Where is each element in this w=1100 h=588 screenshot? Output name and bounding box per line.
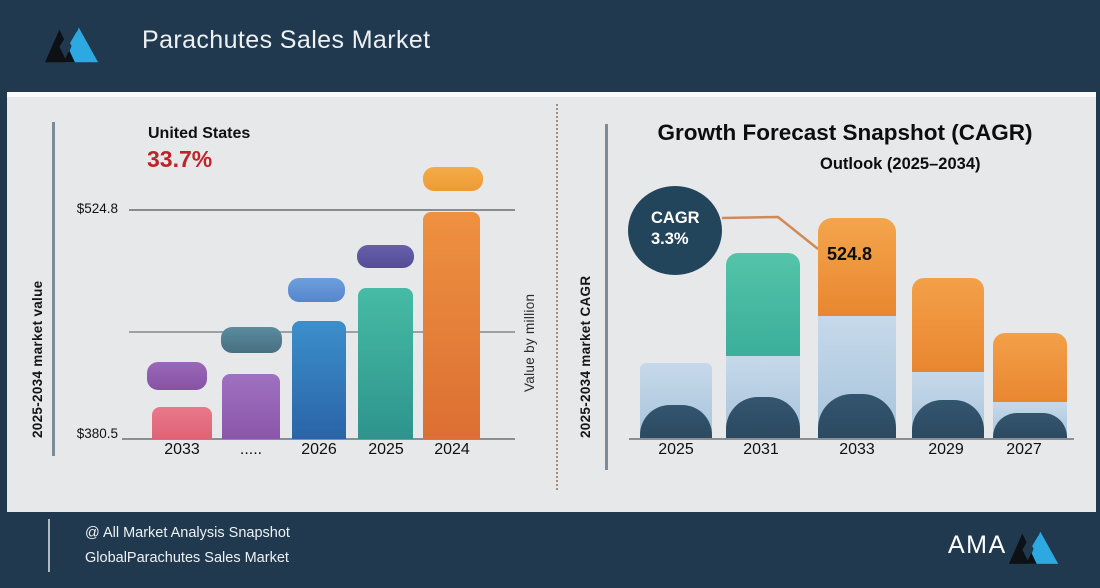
right-chart-title: Growth Forecast Snapshot (CAGR) [657, 120, 1033, 145]
right-x-label: 2031 [743, 441, 779, 458]
right-bar-2025-navy [640, 405, 712, 439]
left-bar-2033-cap [147, 362, 207, 390]
left-chart-baseline [122, 438, 515, 440]
left-x-label: 2033 [164, 441, 200, 458]
left-chart-tick-bottom: $380.5 [76, 426, 118, 441]
right-bar-2033-navy [818, 394, 896, 439]
right-chart-baseline [629, 438, 1074, 440]
right-x-label: 2025 [658, 441, 694, 458]
value-by-million-label: Value by million [522, 293, 537, 392]
left-chart-y-axis-label: 2025-2034 market value [30, 280, 45, 438]
left-x-label: 2026 [301, 441, 337, 458]
left-x-label: 2025 [368, 441, 404, 458]
left-bar-dots [222, 374, 280, 439]
cagr-value: 3.3% [651, 230, 689, 248]
left-bar-dots-cap [221, 327, 282, 353]
left-bar-2026 [292, 321, 346, 439]
left-bar-2033 [152, 407, 212, 439]
cagr-callout-circle: CAGR 3.3% [628, 186, 722, 275]
bar-value-524-8: 524.8 [827, 244, 873, 264]
left-bar-2026-cap [288, 278, 345, 302]
footer-brand-text: AMA [948, 531, 1007, 559]
ama-logo-icon [44, 27, 99, 63]
left-bar-2024 [423, 212, 480, 439]
right-bar-2033-orange [818, 218, 896, 318]
left-bar-2024-cap [423, 167, 483, 191]
footer-snapshot-text: @ All Market Analysis Snapshot [85, 525, 290, 541]
left-chart-gridline-top [129, 209, 515, 211]
page-title: Parachutes Sales Market [142, 26, 431, 54]
left-x-label: ..... [239, 441, 263, 458]
panel-divider-dotted-line [556, 104, 558, 490]
left-bar-2025-cap [357, 245, 414, 268]
callout-connector-line [721, 215, 819, 250]
footer-separator-line [48, 519, 50, 572]
left-x-label: 2024 [434, 441, 470, 458]
right-bar-2027-orange [993, 333, 1067, 404]
left-chart-y-axis-line [52, 122, 55, 456]
right-bar-2031-navy [726, 397, 800, 439]
right-bar-2031-teal [726, 253, 800, 357]
right-chart-y-axis-line [605, 124, 608, 470]
left-chart-country-label: United States [148, 125, 251, 142]
footer-market-text: GlobalParachutes Sales Market [85, 550, 289, 566]
right-x-label: 2027 [1006, 441, 1042, 458]
left-bar-2025 [358, 288, 413, 439]
cagr-label: CAGR [651, 209, 700, 227]
right-bar-2029-navy [912, 400, 984, 439]
right-bar-2027-navy [993, 413, 1067, 439]
ama-logo-footer-icon [1008, 531, 1059, 564]
right-chart-y-axis-label: 2025-2034 market CAGR [578, 275, 593, 438]
right-chart-subtitle: Outlook (2025–2034) [820, 155, 981, 173]
right-bar-2029-orange [912, 278, 984, 374]
left-chart-percent-value: 33.7% [147, 146, 213, 172]
right-x-label: 2029 [928, 441, 964, 458]
right-x-label: 2033 [839, 441, 875, 458]
left-chart-tick-top: $524.8 [76, 201, 118, 216]
